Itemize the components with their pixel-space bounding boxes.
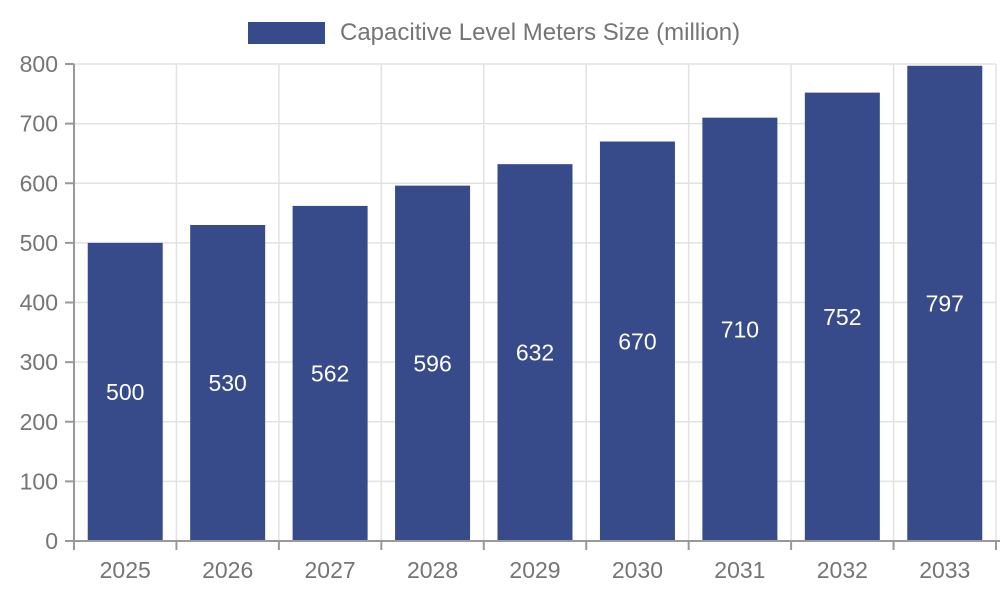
- bar-2030[interactable]: [599, 141, 675, 541]
- legend-swatch: [248, 22, 325, 44]
- y-tick-label: 500: [20, 230, 58, 256]
- bar-value-label: 752: [823, 304, 861, 330]
- bar-value-label: 530: [208, 370, 246, 396]
- bar-2027[interactable]: [292, 205, 368, 541]
- x-tick-label: 2031: [714, 557, 765, 583]
- y-tick-label: 600: [20, 170, 58, 196]
- bar-value-label: 562: [311, 360, 349, 386]
- y-tick-label: 200: [20, 409, 58, 435]
- bar-value-label: 500: [106, 379, 144, 405]
- bar-2025[interactable]: [87, 242, 163, 541]
- x-tick-label: 2030: [612, 557, 663, 583]
- x-tick-label: 2029: [509, 557, 560, 583]
- bar-2033[interactable]: [907, 65, 983, 541]
- x-tick-label: 2028: [407, 557, 458, 583]
- y-tick-label: 700: [20, 111, 58, 137]
- bar-value-label: 596: [413, 350, 451, 376]
- x-tick-label: 2025: [100, 557, 151, 583]
- bar-2031[interactable]: [702, 117, 778, 541]
- y-tick-label: 400: [20, 290, 58, 316]
- legend-label: Capacitive Level Meters Size (million): [340, 19, 741, 46]
- bar-value-label: 710: [721, 316, 759, 342]
- y-tick-label: 0: [45, 528, 58, 554]
- bar-2026[interactable]: [190, 224, 266, 542]
- bar-2029[interactable]: [497, 164, 573, 542]
- y-tick-label: 800: [20, 51, 58, 77]
- bar-2032[interactable]: [804, 92, 880, 542]
- bar-value-label: 797: [926, 290, 964, 316]
- x-tick-label: 2033: [919, 557, 970, 583]
- bar-value-label: 670: [618, 328, 656, 354]
- bar-value-label: 632: [516, 340, 554, 366]
- y-tick-label: 100: [20, 468, 58, 494]
- y-tick-label: 300: [20, 349, 58, 375]
- bar-2028[interactable]: [395, 185, 471, 541]
- x-tick-label: 2032: [817, 557, 868, 583]
- x-tick-label: 2027: [305, 557, 356, 583]
- legend-item[interactable]: Capacitive Level Meters Size (million): [248, 19, 740, 47]
- x-tick-label: 2026: [202, 557, 253, 583]
